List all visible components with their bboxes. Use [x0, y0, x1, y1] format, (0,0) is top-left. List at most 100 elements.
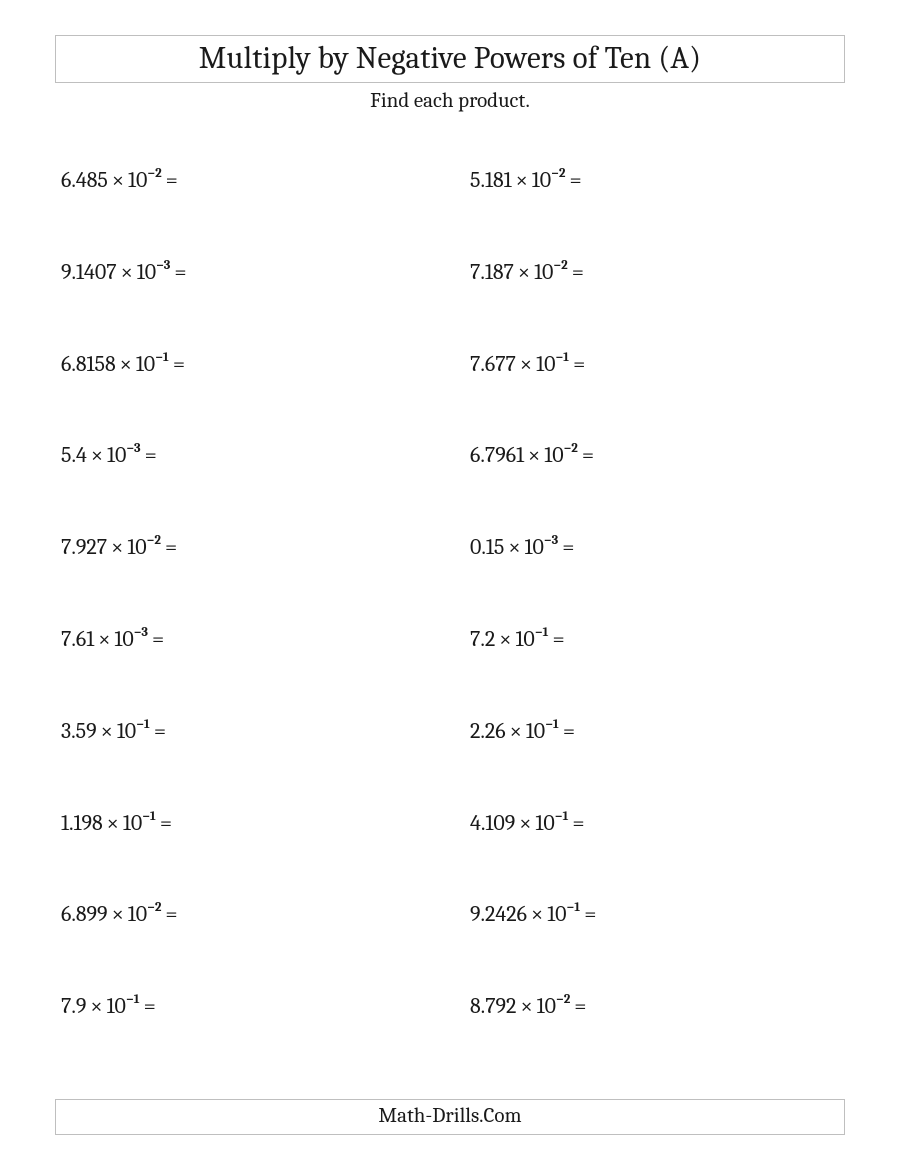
- base-ten: 10: [136, 351, 155, 377]
- base-ten: 10: [544, 442, 563, 468]
- base-ten: 10: [128, 901, 147, 927]
- problem-cell: 7.927×10−2 =: [61, 528, 430, 620]
- problem-cell: 6.8158×10−1=: [61, 345, 430, 437]
- exponent: −1: [142, 809, 156, 824]
- times-symbol: ×: [111, 534, 123, 560]
- equals-symbol: =: [165, 534, 177, 560]
- coefficient: 7.61: [61, 626, 94, 652]
- times-symbol: ×: [112, 901, 124, 927]
- problem-cell: 5.181×10−2 =: [470, 161, 839, 253]
- equals-symbol: =: [569, 167, 581, 193]
- exponent: −2: [564, 441, 578, 456]
- coefficient: 9.2426: [470, 901, 527, 927]
- exponent: −2: [147, 166, 161, 181]
- equals-symbol: =: [574, 993, 586, 1019]
- base-ten: 10: [128, 167, 147, 193]
- problem-cell: 4.109×10−1=: [470, 804, 839, 896]
- equals-symbol: =: [562, 534, 574, 560]
- equals-symbol: =: [173, 351, 185, 377]
- problem-cell: 7.9×10−1=: [61, 987, 430, 1079]
- coefficient: 2.26: [470, 718, 506, 744]
- problem-cell: 0.15×10−3=: [470, 528, 839, 620]
- exponent: −2: [551, 166, 565, 181]
- exponent: −1: [136, 717, 150, 732]
- coefficient: 7.927: [61, 534, 107, 560]
- equals-symbol: =: [584, 901, 596, 927]
- exponent: −1: [545, 717, 559, 732]
- equals-symbol: =: [145, 442, 157, 468]
- exponent: −2: [147, 900, 161, 915]
- coefficient: 7.187: [470, 259, 514, 285]
- page-title: Multiply by Negative Powers of Ten (A): [56, 40, 844, 76]
- problem-cell: 6.7961×10−2=: [470, 436, 839, 528]
- times-symbol: ×: [112, 167, 124, 193]
- times-symbol: ×: [508, 534, 520, 560]
- equals-symbol: =: [572, 810, 584, 836]
- problem-cell: 6.485×10−2 =: [61, 161, 430, 253]
- problem-cell: 7.187×10−2=: [470, 253, 839, 345]
- exponent: −1: [535, 625, 549, 640]
- equals-symbol: =: [154, 718, 166, 744]
- coefficient: 6.7961: [470, 442, 524, 468]
- base-ten: 10: [525, 534, 544, 560]
- times-symbol: ×: [516, 167, 528, 193]
- times-symbol: ×: [121, 259, 133, 285]
- coefficient: 7.9: [61, 993, 86, 1019]
- coefficient: 4.109: [470, 810, 515, 836]
- coefficient: 3.59: [61, 718, 97, 744]
- coefficient: 6.899: [61, 901, 108, 927]
- equals-symbol: =: [563, 718, 575, 744]
- exponent: −3: [544, 533, 558, 548]
- coefficient: 9.1407: [61, 259, 117, 285]
- base-ten: 10: [515, 626, 534, 652]
- exponent: −2: [147, 533, 161, 548]
- equals-symbol: =: [165, 901, 177, 927]
- exponent: −1: [555, 809, 569, 824]
- equals-symbol: =: [160, 810, 172, 836]
- problem-cell: 9.1407×10−3=: [61, 253, 430, 345]
- problem-cell: 3.59×10−1=: [61, 712, 430, 804]
- coefficient: 1.198: [61, 810, 103, 836]
- base-ten: 10: [114, 626, 133, 652]
- base-ten: 10: [547, 901, 566, 927]
- equals-symbol: =: [166, 167, 178, 193]
- coefficient: 5.181: [470, 167, 512, 193]
- coefficient: 7.677: [470, 351, 516, 377]
- base-ten: 10: [137, 259, 156, 285]
- base-ten: 10: [532, 167, 551, 193]
- problem-cell: 7.2×10−1=: [470, 620, 839, 712]
- times-symbol: ×: [519, 810, 531, 836]
- times-symbol: ×: [518, 259, 530, 285]
- times-symbol: ×: [520, 993, 532, 1019]
- problem-cell: 1.198×10−1=: [61, 804, 430, 896]
- times-symbol: ×: [510, 718, 522, 744]
- equals-symbol: =: [572, 259, 584, 285]
- base-ten: 10: [127, 534, 146, 560]
- coefficient: 6.485: [61, 167, 108, 193]
- problem-cell: 9.2426×10−1=: [470, 895, 839, 987]
- equals-symbol: =: [152, 626, 164, 652]
- coefficient: 5.4: [61, 442, 87, 468]
- coefficient: 8.792: [470, 993, 516, 1019]
- coefficient: 7.2: [470, 626, 495, 652]
- coefficient: 6.8158: [61, 351, 116, 377]
- exponent: −3: [134, 625, 148, 640]
- page-subtitle: Find each product.: [55, 89, 845, 113]
- problem-cell: 7.677×10−1=: [470, 345, 839, 437]
- equals-symbol: =: [573, 351, 585, 377]
- base-ten: 10: [117, 718, 136, 744]
- times-symbol: ×: [91, 442, 103, 468]
- exponent: −3: [126, 441, 140, 456]
- exponent: −2: [556, 992, 570, 1007]
- base-ten: 10: [537, 993, 556, 1019]
- footer-box: Math-Drills.Com: [55, 1099, 845, 1135]
- title-box: Multiply by Negative Powers of Ten (A): [55, 35, 845, 83]
- problem-cell: 5.4×10−3 =: [61, 436, 430, 528]
- exponent: −3: [156, 258, 170, 273]
- problems-grid: 6.485×10−2= 5.181×10−2= 9.1407×10−3= 7.1…: [55, 161, 845, 1079]
- times-symbol: ×: [520, 351, 532, 377]
- footer-text: Math-Drills.Com: [56, 1104, 844, 1128]
- exponent: −1: [567, 900, 581, 915]
- base-ten: 10: [107, 442, 126, 468]
- times-symbol: ×: [499, 626, 511, 652]
